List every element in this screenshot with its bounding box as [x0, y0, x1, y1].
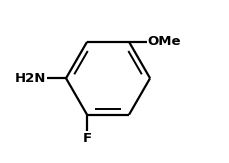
Text: H2N: H2N [14, 72, 46, 85]
Text: OMe: OMe [148, 35, 181, 48]
Text: F: F [82, 132, 92, 145]
